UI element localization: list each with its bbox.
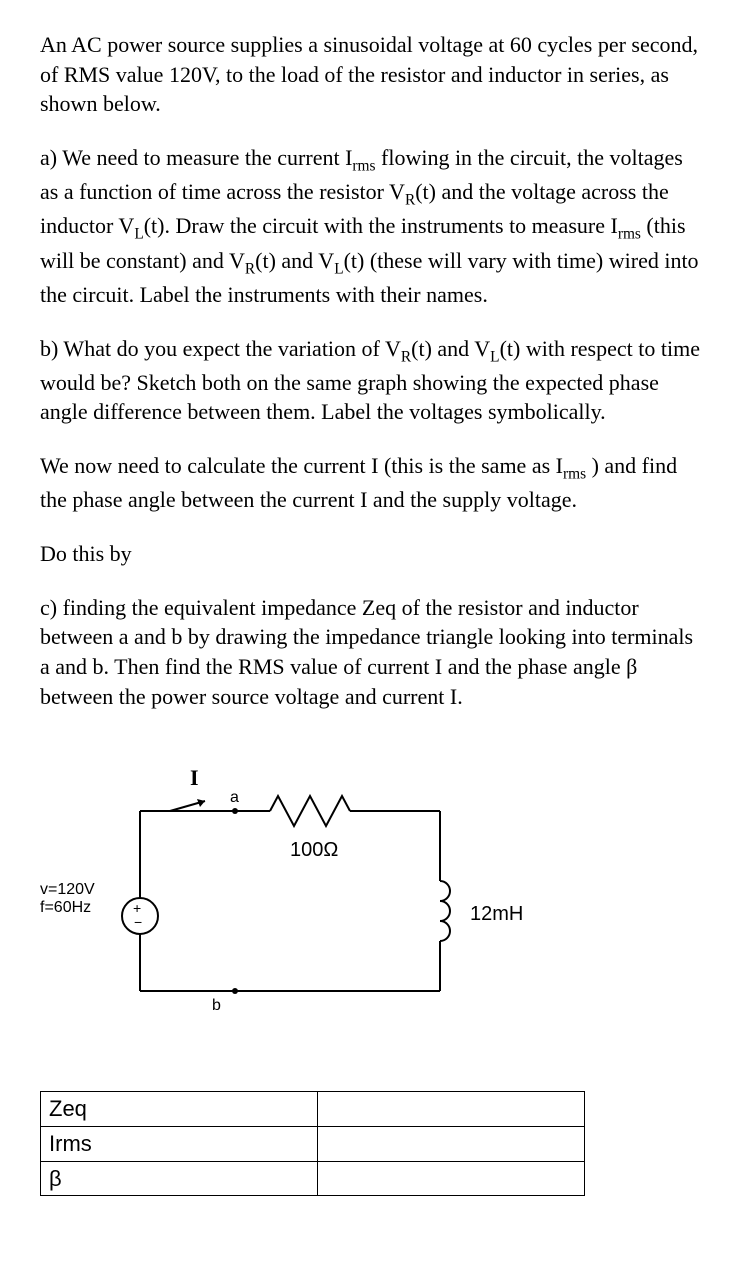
resistor-label: 100Ω — [290, 837, 338, 864]
subscript: R — [401, 348, 411, 365]
subscript: R — [405, 192, 415, 209]
subscript: L — [334, 260, 343, 277]
source-minus: − — [134, 913, 142, 932]
text: a) We need to measure the current I — [40, 145, 352, 170]
source-label: v=120V f=60Hz — [40, 881, 95, 916]
text: (t). Draw the circuit with the instrumen… — [144, 213, 618, 238]
subscript: R — [245, 260, 255, 277]
subscript: L — [490, 348, 499, 365]
cell-zeq-label: Zeq — [41, 1092, 318, 1127]
current-label: I — [190, 763, 199, 793]
node-a-label: a — [230, 787, 239, 809]
part-c-preamble: We now need to calculate the current I (… — [40, 451, 700, 515]
inductor-label: 12mH — [470, 901, 523, 928]
cell-beta-value — [318, 1161, 585, 1196]
cell-beta-label: β — [41, 1161, 318, 1196]
text: (t) and V — [255, 248, 334, 273]
cell-irms-label: Irms — [41, 1127, 318, 1162]
source-voltage: v=120V — [40, 881, 95, 899]
do-this-by: Do this by — [40, 539, 700, 569]
subscript: rms — [563, 465, 586, 482]
subscript: rms — [618, 226, 641, 243]
subscript: L — [134, 226, 143, 243]
circuit-diagram: v=120V f=60Hz + − I a b 100Ω 12mH — [40, 751, 560, 1051]
table-row: β — [41, 1161, 585, 1196]
part-c-paragraph: c) finding the equivalent impedance Zeq … — [40, 593, 700, 712]
cell-zeq-value — [318, 1092, 585, 1127]
text: We now need to calculate the current I (… — [40, 453, 563, 478]
cell-irms-value — [318, 1127, 585, 1162]
source-frequency: f=60Hz — [40, 899, 95, 917]
part-a-paragraph: a) We need to measure the current Irms f… — [40, 143, 700, 309]
results-table: Zeq Irms β — [40, 1091, 585, 1196]
table-row: Zeq — [41, 1092, 585, 1127]
text: b) What do you expect the variation of V — [40, 336, 401, 361]
table-row: Irms — [41, 1127, 585, 1162]
text: (t) and V — [411, 336, 490, 361]
node-b-label: b — [212, 995, 221, 1017]
intro-paragraph: An AC power source supplies a sinusoidal… — [40, 30, 700, 119]
part-b-paragraph: b) What do you expect the variation of V… — [40, 334, 700, 428]
subscript: rms — [352, 157, 375, 174]
